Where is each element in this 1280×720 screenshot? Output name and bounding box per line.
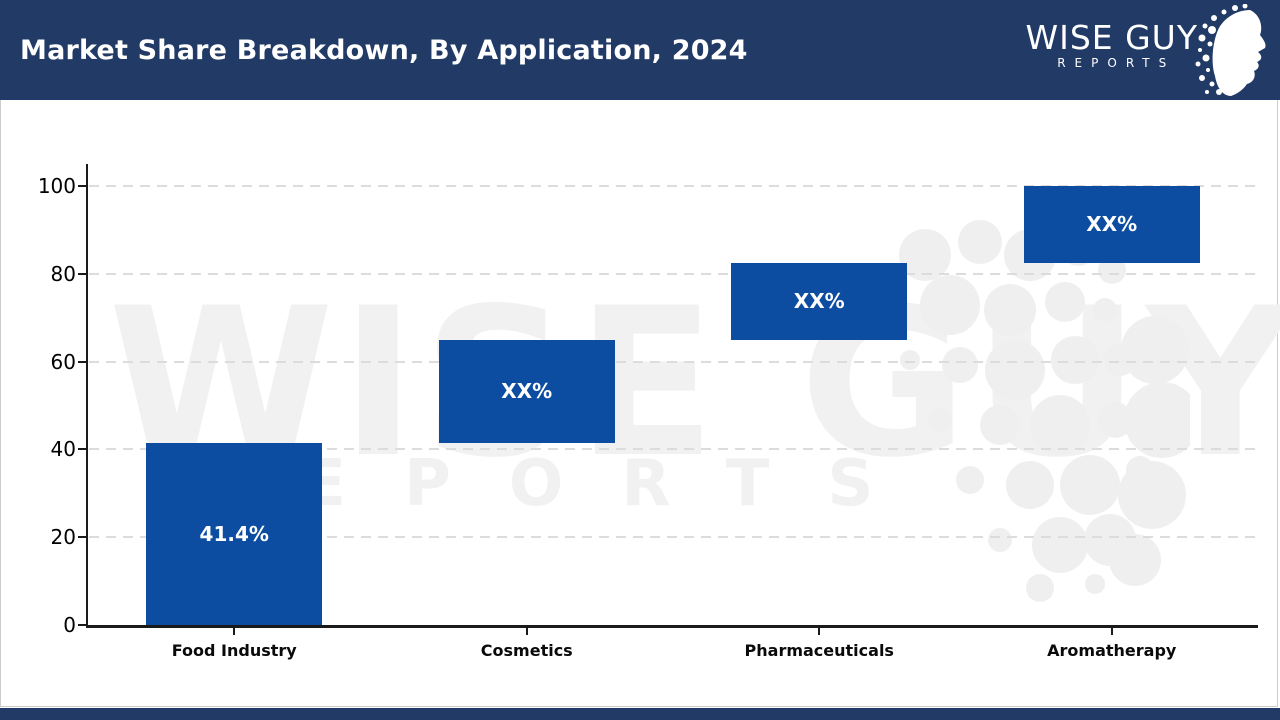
footer-band — [0, 708, 1280, 720]
category-label-cosmetics: Cosmetics — [480, 641, 573, 660]
bar-aromatherapy: XX% — [1023, 186, 1200, 263]
category-label-pharmaceuticals: Pharmaceuticals — [744, 641, 894, 660]
wise-guy-reports-logo: WISE GUY REPORTS — [1014, 0, 1274, 100]
y-axis-line — [86, 164, 88, 628]
y-tick-40 — [78, 448, 87, 451]
header-band: Market Share Breakdown, By Application, … — [0, 0, 1280, 100]
x-tick-pharmaceuticals — [818, 628, 821, 635]
y-tick-label-40: 40 — [50, 437, 76, 462]
gridline-20 — [89, 536, 1258, 539]
x-tick-cosmetics — [525, 628, 528, 635]
bar-value-label-cosmetics: XX% — [501, 379, 553, 404]
logo-wordmark: WISE GUY — [1025, 18, 1198, 57]
bar-value-label-food-industry: 41.4% — [199, 522, 269, 547]
x-tick-aromatherapy — [1110, 628, 1113, 635]
bar-value-label-aromatherapy: XX% — [1086, 212, 1138, 237]
y-tick-20 — [78, 536, 87, 539]
gridline-80 — [89, 272, 1258, 275]
page-title: Market Share Breakdown, By Application, … — [20, 34, 748, 66]
y-tick-label-80: 80 — [50, 261, 76, 286]
y-tick-0 — [78, 624, 87, 626]
y-tick-60 — [78, 360, 87, 363]
gridline-60 — [89, 360, 1258, 363]
bar-cosmetics: XX% — [438, 339, 615, 444]
y-tick-label-20: 20 — [50, 525, 76, 550]
bar-value-label-pharmaceuticals: XX% — [793, 289, 845, 314]
bar-food-industry: 41.4% — [146, 443, 323, 625]
logo-subtitle: REPORTS — [1057, 56, 1176, 71]
face-profile-icon — [1195, 4, 1266, 96]
y-tick-100 — [78, 185, 87, 187]
logo-text: WISE GUY REPORTS — [1025, 18, 1198, 71]
gridline-40 — [89, 448, 1258, 451]
gridline-100 — [89, 185, 1258, 187]
category-label-aromatherapy: Aromatherapy — [1047, 641, 1177, 660]
bar-pharmaceuticals: XX% — [731, 262, 908, 340]
y-tick-80 — [78, 272, 87, 275]
y-tick-label-0: 0 — [63, 613, 76, 637]
y-tick-label-100: 100 — [37, 174, 76, 198]
y-tick-label-60: 60 — [50, 349, 76, 374]
x-axis-line — [86, 625, 1258, 628]
category-label-food-industry: Food Industry — [171, 641, 297, 660]
x-tick-food-industry — [233, 628, 236, 635]
